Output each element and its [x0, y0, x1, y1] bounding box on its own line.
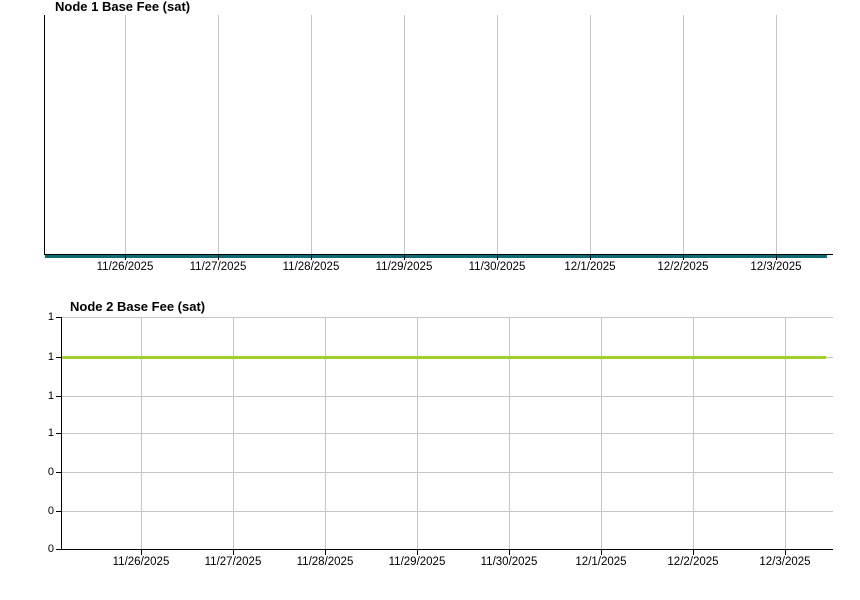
gridline-vertical: [497, 15, 498, 254]
series-line-node1: [45, 255, 827, 258]
chart-panel-node1: Node 1 Base Fee (sat) 11/26/2025 11/27/2…: [0, 0, 860, 290]
x-tick-mark: [125, 255, 126, 260]
x-tick-label: 11/28/2025: [296, 556, 354, 568]
gridline-horizontal: [61, 396, 833, 397]
x-tick-mark: [683, 255, 684, 260]
y-tick-label: 1: [47, 311, 54, 323]
x-tick-mark: [218, 255, 219, 260]
gridline-vertical: [785, 317, 786, 549]
x-tick-mark: [417, 550, 418, 555]
y-tick-mark: [56, 433, 61, 434]
gridline-vertical: [509, 317, 510, 549]
x-tick-label: 11/26/2025: [112, 556, 170, 568]
x-axis-line-node2: [61, 549, 833, 550]
x-tick-label: 11/27/2025: [204, 556, 262, 568]
y-tick-label: 1: [47, 390, 54, 402]
gridline-horizontal: [61, 317, 833, 318]
x-tick-label: 12/2/2025: [657, 261, 709, 273]
y-tick-label: 1: [47, 427, 54, 439]
x-tick-mark: [141, 550, 142, 555]
x-tick-label: 11/29/2025: [375, 261, 433, 273]
chart-title-node1: Node 1 Base Fee (sat): [55, 0, 191, 14]
x-tick-label: 11/26/2025: [96, 261, 154, 273]
x-tick-mark: [497, 255, 498, 260]
x-tick-mark: [776, 255, 777, 260]
gridline-vertical: [417, 317, 418, 549]
x-tick-mark: [693, 550, 694, 555]
y-tick-label: 0: [47, 505, 54, 517]
gridline-vertical: [601, 317, 602, 549]
y-tick-label: 1: [47, 351, 54, 363]
x-tick-label: 12/3/2025: [759, 556, 811, 568]
y-tick-mark: [56, 396, 61, 397]
x-tick-mark: [509, 550, 510, 555]
gridline-vertical: [776, 15, 777, 254]
x-tick-label: 11/27/2025: [189, 261, 247, 273]
gridline-horizontal: [61, 472, 833, 473]
y-tick-mark: [56, 511, 61, 512]
y-tick-mark: [56, 472, 61, 473]
x-tick-mark: [325, 550, 326, 555]
x-axis-line-node1: [44, 254, 833, 255]
gridline-vertical: [141, 317, 142, 549]
x-tick-mark: [311, 255, 312, 260]
chart-title-node2: Node 2 Base Fee (sat): [70, 299, 206, 314]
gridline-vertical: [693, 317, 694, 549]
gridline-vertical: [683, 15, 684, 254]
x-tick-label: 12/3/2025: [750, 261, 802, 273]
series-line-node2: [62, 356, 826, 359]
plot-area-node2: [61, 317, 833, 549]
x-tick-label: 12/1/2025: [575, 556, 627, 568]
x-tick-mark: [601, 550, 602, 555]
plot-area-node1: [44, 15, 833, 254]
x-tick-mark: [785, 550, 786, 555]
gridline-horizontal: [61, 511, 833, 512]
gridline-vertical: [233, 317, 234, 549]
y-tick-mark: [56, 549, 61, 550]
x-tick-mark: [404, 255, 405, 260]
y-tick-mark: [56, 357, 61, 358]
gridline-vertical: [590, 15, 591, 254]
gridline-vertical: [325, 317, 326, 549]
x-tick-mark: [233, 550, 234, 555]
gridline-horizontal: [61, 433, 833, 434]
x-tick-label: 11/30/2025: [468, 261, 526, 273]
y-tick-mark: [56, 317, 61, 318]
x-tick-label: 12/1/2025: [564, 261, 616, 273]
x-tick-mark: [590, 255, 591, 260]
gridline-vertical: [218, 15, 219, 254]
chart-panel-node2: Node 2 Base Fee (sat): [0, 290, 860, 600]
y-axis-line-node1: [44, 15, 45, 255]
gridline-vertical: [125, 15, 126, 254]
x-tick-label: 11/30/2025: [480, 556, 538, 568]
y-tick-label: 0: [47, 543, 54, 555]
y-axis-line-node2: [61, 317, 62, 550]
y-tick-label: 0: [47, 466, 54, 478]
x-tick-label: 11/29/2025: [388, 556, 446, 568]
x-tick-label: 12/2/2025: [667, 556, 719, 568]
gridline-vertical: [311, 15, 312, 254]
gridline-vertical: [404, 15, 405, 254]
x-tick-label: 11/28/2025: [282, 261, 340, 273]
